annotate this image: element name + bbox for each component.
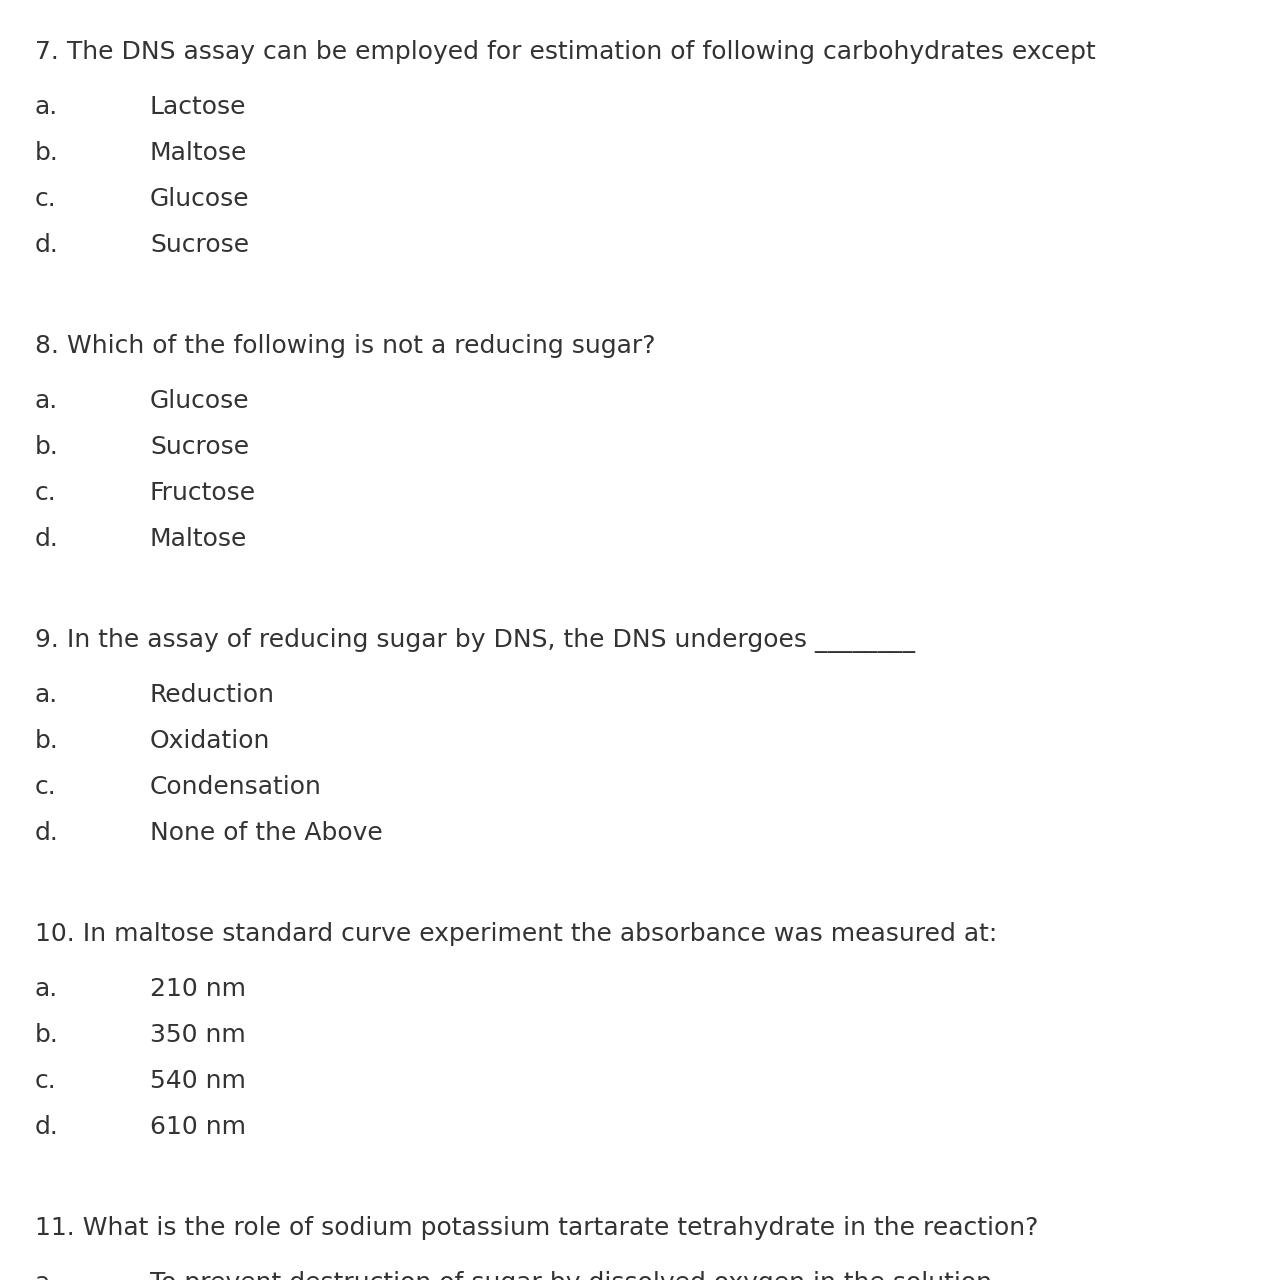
Text: c.: c. bbox=[34, 187, 57, 211]
Text: 210 nm: 210 nm bbox=[150, 977, 246, 1001]
Text: b.: b. bbox=[34, 1023, 59, 1047]
Text: Glucose: Glucose bbox=[150, 389, 250, 413]
Text: b.: b. bbox=[34, 141, 59, 165]
Text: Maltose: Maltose bbox=[150, 527, 247, 550]
Text: c.: c. bbox=[34, 1069, 57, 1093]
Text: d.: d. bbox=[34, 527, 59, 550]
Text: Sucrose: Sucrose bbox=[150, 233, 250, 257]
Text: To prevent destruction of sugar by dissolved oxygen in the solution.: To prevent destruction of sugar by disso… bbox=[150, 1271, 1000, 1280]
Text: 610 nm: 610 nm bbox=[150, 1115, 246, 1139]
Text: d.: d. bbox=[34, 233, 59, 257]
Text: 11. What is the role of sodium potassium tartarate tetrahydrate in the reaction?: 11. What is the role of sodium potassium… bbox=[34, 1216, 1038, 1240]
Text: a.: a. bbox=[34, 95, 59, 119]
Text: Sucrose: Sucrose bbox=[150, 435, 250, 460]
Text: 540 nm: 540 nm bbox=[150, 1069, 246, 1093]
Text: None of the Above: None of the Above bbox=[150, 820, 382, 845]
Text: 7. The DNS assay can be employed for estimation of following carbohydrates excep: 7. The DNS assay can be employed for est… bbox=[34, 40, 1096, 64]
Text: Glucose: Glucose bbox=[150, 187, 250, 211]
Text: Condensation: Condensation bbox=[150, 774, 322, 799]
Text: 350 nm: 350 nm bbox=[150, 1023, 246, 1047]
Text: a.: a. bbox=[34, 684, 59, 707]
Text: Lactose: Lactose bbox=[150, 95, 246, 119]
Text: b.: b. bbox=[34, 435, 59, 460]
Text: 10. In maltose standard curve experiment the absorbance was measured at:: 10. In maltose standard curve experiment… bbox=[34, 922, 998, 946]
Text: Reduction: Reduction bbox=[150, 684, 275, 707]
Text: c.: c. bbox=[34, 481, 57, 506]
Text: d.: d. bbox=[34, 820, 59, 845]
Text: 8. Which of the following is not a reducing sugar?: 8. Which of the following is not a reduc… bbox=[34, 334, 656, 358]
Text: c.: c. bbox=[34, 774, 57, 799]
Text: a.: a. bbox=[34, 1271, 59, 1280]
Text: Oxidation: Oxidation bbox=[150, 730, 270, 753]
Text: a.: a. bbox=[34, 389, 59, 413]
Text: Fructose: Fructose bbox=[150, 481, 256, 506]
Text: Maltose: Maltose bbox=[150, 141, 247, 165]
Text: 9. In the assay of reducing sugar by DNS, the DNS undergoes ________: 9. In the assay of reducing sugar by DNS… bbox=[34, 628, 915, 653]
Text: d.: d. bbox=[34, 1115, 59, 1139]
Text: a.: a. bbox=[34, 977, 59, 1001]
Text: b.: b. bbox=[34, 730, 59, 753]
